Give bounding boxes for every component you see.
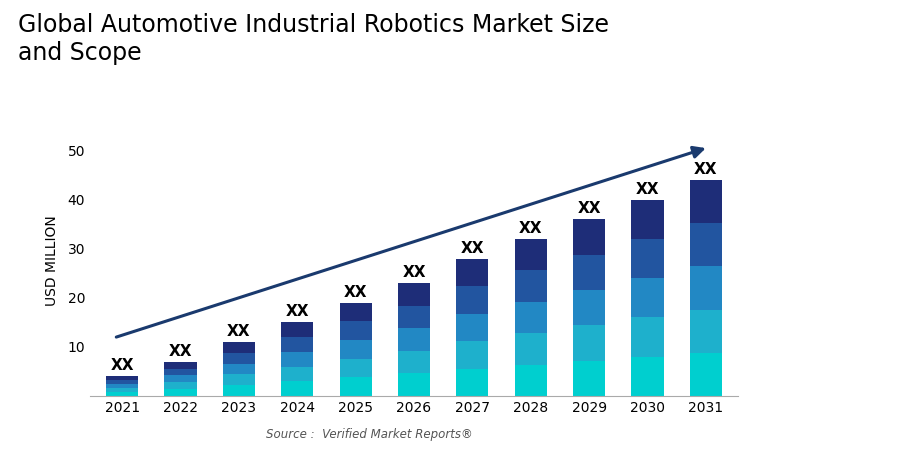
Bar [106, 384, 139, 388]
Bar [456, 369, 489, 396]
Text: Source :  Verified Market Reports®: Source : Verified Market Reports® [266, 428, 472, 441]
Bar [339, 303, 372, 321]
Bar [689, 353, 722, 396]
Bar [632, 357, 663, 396]
Bar [398, 306, 430, 328]
Text: XX: XX [519, 221, 543, 236]
Bar [165, 389, 196, 396]
Bar [106, 392, 139, 396]
Bar [165, 362, 196, 369]
Text: XX: XX [578, 201, 601, 216]
Bar [573, 290, 605, 325]
Bar [398, 374, 430, 396]
Bar [632, 278, 663, 317]
Text: XX: XX [285, 304, 309, 320]
Bar [165, 375, 196, 382]
Bar [106, 388, 139, 392]
Bar [281, 367, 313, 381]
Bar [456, 286, 489, 314]
Bar [515, 364, 547, 396]
Bar [456, 341, 489, 369]
Bar [398, 283, 430, 306]
Bar [398, 351, 430, 374]
Bar [281, 381, 313, 396]
Bar [632, 239, 663, 278]
Bar [573, 325, 605, 360]
Bar [573, 360, 605, 396]
Bar [281, 322, 313, 337]
Text: XX: XX [168, 344, 193, 359]
Bar [339, 359, 372, 378]
Bar [281, 337, 313, 352]
Bar [223, 353, 255, 364]
Bar [223, 342, 255, 353]
Bar [165, 369, 196, 375]
Bar [339, 321, 372, 340]
Text: XX: XX [635, 182, 660, 197]
Bar [689, 180, 722, 223]
Text: XX: XX [344, 285, 367, 300]
Bar [632, 317, 663, 357]
Bar [398, 328, 430, 351]
Bar [223, 374, 255, 385]
Bar [456, 259, 489, 286]
Text: XX: XX [227, 324, 250, 339]
Bar [223, 385, 255, 396]
Bar [515, 270, 547, 302]
Bar [223, 364, 255, 374]
Bar [632, 200, 663, 239]
Bar [339, 340, 372, 359]
Bar [515, 302, 547, 333]
Text: Global Automotive Industrial Robotics Market Size
and Scope: Global Automotive Industrial Robotics Ma… [18, 14, 609, 65]
Bar [689, 266, 722, 310]
Bar [165, 382, 196, 389]
Bar [456, 314, 489, 341]
Bar [515, 333, 547, 364]
Text: XX: XX [111, 358, 134, 374]
Bar [281, 352, 313, 367]
Bar [573, 219, 605, 255]
Bar [339, 378, 372, 396]
Bar [106, 376, 139, 380]
Bar [573, 255, 605, 290]
Bar [689, 310, 722, 353]
Bar [689, 223, 722, 266]
Bar [515, 239, 547, 270]
Y-axis label: USD MILLION: USD MILLION [45, 216, 59, 306]
Text: XX: XX [461, 241, 484, 256]
Text: XX: XX [402, 265, 426, 280]
Bar [106, 380, 139, 384]
Text: XX: XX [694, 162, 717, 177]
